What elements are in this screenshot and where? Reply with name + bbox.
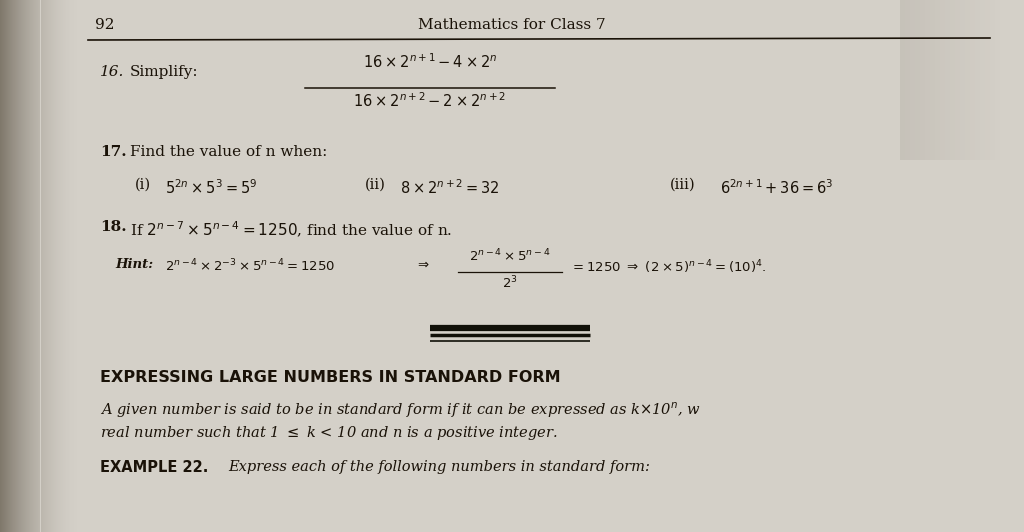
- Bar: [915, 0, 920, 160]
- Bar: [961, 0, 965, 160]
- Bar: [990, 0, 995, 160]
- Bar: [950, 0, 955, 160]
- Text: 18.: 18.: [100, 220, 127, 234]
- Text: If $2^{n-7}\times5^{n-4}=1250$, find the value of n.: If $2^{n-7}\times5^{n-4}=1250$, find the…: [130, 220, 453, 240]
- Text: (ii): (ii): [365, 178, 386, 192]
- Bar: [930, 0, 935, 160]
- Text: $2^{n-4}\times2^{-3}\times5^{n-4}=1250$: $2^{n-4}\times2^{-3}\times5^{n-4}=1250$: [165, 258, 335, 275]
- Bar: [940, 0, 945, 160]
- Bar: [980, 0, 985, 160]
- Bar: [995, 0, 1000, 160]
- Text: $\Rightarrow$: $\Rightarrow$: [415, 258, 430, 271]
- Bar: [970, 0, 975, 160]
- Text: $16\times2^{n+1}-4\times2^{n}$: $16\times2^{n+1}-4\times2^{n}$: [362, 52, 498, 71]
- Bar: [975, 0, 980, 160]
- Text: $5^{2n}\times5^3=5^9$: $5^{2n}\times5^3=5^9$: [165, 178, 257, 197]
- Bar: [905, 0, 910, 160]
- Text: $2^3$: $2^3$: [502, 275, 518, 292]
- Text: A given number is said to be in standard form if it can be expressed as k$\times: A given number is said to be in standard…: [100, 400, 700, 420]
- Text: Hint:: Hint:: [115, 258, 154, 271]
- Text: EXAMPLE 22.: EXAMPLE 22.: [100, 460, 208, 475]
- Text: $8\times2^{n+2}=32$: $8\times2^{n+2}=32$: [400, 178, 500, 197]
- Text: (iii): (iii): [670, 178, 695, 192]
- Text: $16\times2^{n+2}-2\times2^{n+2}$: $16\times2^{n+2}-2\times2^{n+2}$: [353, 91, 507, 110]
- Text: 16.: 16.: [100, 65, 124, 79]
- Text: $=1250\ \Rightarrow\ (2\times5)^{n-4}=(10)^4.$: $=1250\ \Rightarrow\ (2\times5)^{n-4}=(1…: [570, 258, 767, 276]
- Bar: [985, 0, 990, 160]
- Text: EXPRESSING LARGE NUMBERS IN STANDARD FORM: EXPRESSING LARGE NUMBERS IN STANDARD FOR…: [100, 370, 560, 385]
- Text: 92: 92: [95, 18, 115, 32]
- Text: (i): (i): [135, 178, 152, 192]
- Text: 17.: 17.: [100, 145, 127, 159]
- Bar: [935, 0, 940, 160]
- Bar: [925, 0, 930, 160]
- Bar: [955, 0, 961, 160]
- Text: Simplify:: Simplify:: [130, 65, 199, 79]
- Bar: [965, 0, 970, 160]
- Bar: [920, 0, 925, 160]
- Text: $2^{n-4}\times5^{n-4}$: $2^{n-4}\times5^{n-4}$: [469, 248, 551, 264]
- Bar: [900, 0, 905, 160]
- Text: Mathematics for Class 7: Mathematics for Class 7: [418, 18, 606, 32]
- Bar: [945, 0, 950, 160]
- Text: Find the value of n when:: Find the value of n when:: [130, 145, 328, 159]
- Text: Express each of the following numbers in standard form:: Express each of the following numbers in…: [228, 460, 650, 474]
- Bar: [910, 0, 915, 160]
- Text: $6^{2n+1}+36=6^3$: $6^{2n+1}+36=6^3$: [720, 178, 834, 197]
- Text: real number such that 1 $\leq$ k < 10 and n is a positive integer.: real number such that 1 $\leq$ k < 10 an…: [100, 424, 558, 442]
